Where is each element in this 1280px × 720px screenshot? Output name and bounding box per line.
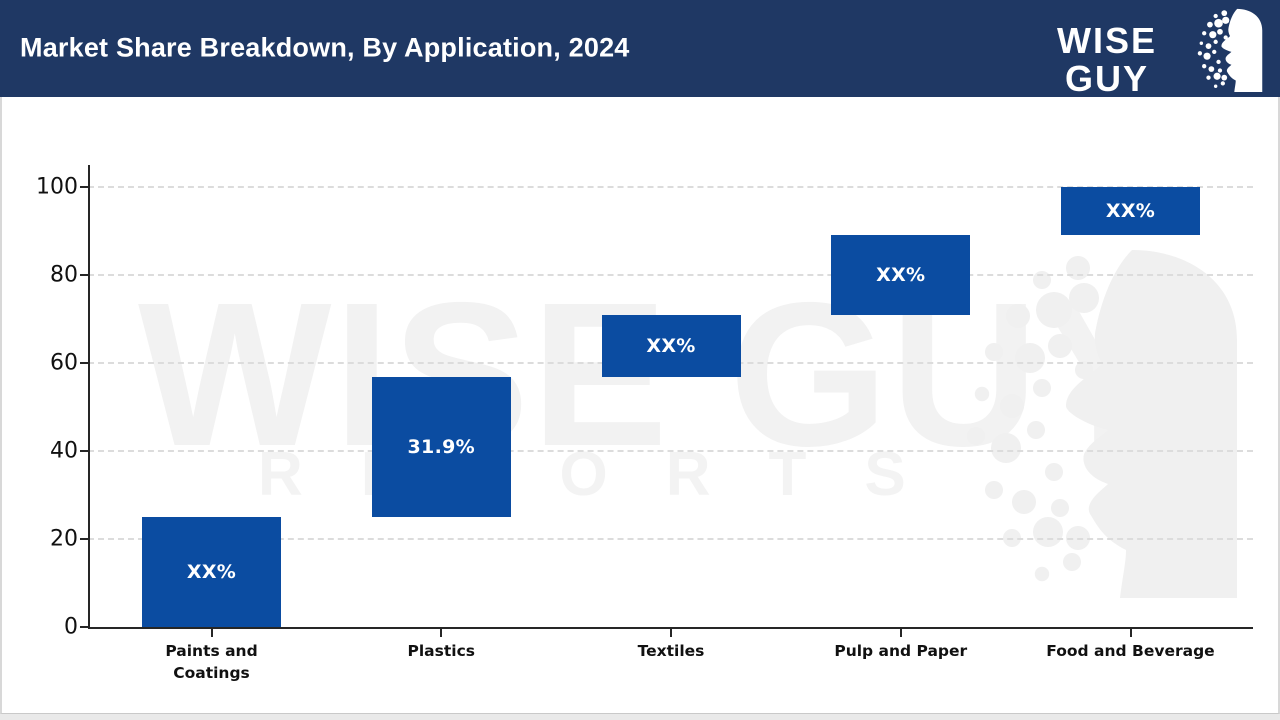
bar-food-and-beverage: XX% — [1061, 187, 1200, 236]
y-tick-mark — [80, 186, 88, 188]
y-gridline — [88, 186, 1253, 188]
bar-value-label: XX% — [1105, 200, 1156, 223]
x-axis — [88, 627, 1253, 629]
category-label: Plastics — [407, 642, 476, 660]
bar-value-label: XX% — [876, 263, 926, 286]
y-tick-mark — [80, 362, 88, 364]
watermark-face-icon — [967, 250, 1237, 598]
y-tick-label: 80 — [50, 262, 78, 288]
watermark-text-secondary: REPORTS — [258, 440, 964, 509]
dotted-face-profile-icon — [1197, 8, 1263, 92]
bar-value-label: XX% — [186, 561, 237, 583]
y-tick-label: 20 — [50, 526, 78, 552]
bottom-margin-band — [0, 714, 1280, 720]
y-tick-mark — [80, 538, 88, 540]
page-title: Market Share Breakdown, By Application, … — [20, 32, 630, 63]
brand-name: WISE GUY — [1056, 20, 1157, 99]
y-tick-label: 0 — [64, 614, 78, 640]
y-tick-mark — [80, 626, 88, 628]
x-tick-mark — [440, 629, 443, 637]
y-axis — [88, 165, 90, 629]
y-tick-label: 100 — [36, 174, 78, 200]
x-tick-mark — [899, 629, 902, 637]
category-label: Paints and Coatings — [165, 642, 258, 682]
category-label: Food and Beverage — [1046, 642, 1215, 660]
y-gridline — [88, 274, 1253, 276]
x-tick-mark — [1129, 629, 1132, 637]
y-tick-label: 60 — [50, 350, 78, 376]
bar-pulp-and-paper: XX% — [831, 235, 971, 315]
y-tick-label: 40 — [50, 438, 78, 464]
x-tick-mark — [670, 629, 672, 637]
y-gridline — [88, 450, 1253, 452]
bar-value-label: XX% — [646, 334, 696, 357]
y-gridline — [88, 538, 1253, 540]
bar-value-label: 31.9% — [407, 435, 475, 458]
y-tick-mark — [80, 274, 88, 276]
bar-textiles: XX% — [601, 314, 741, 377]
category-label: Pulp and Paper — [834, 642, 968, 660]
x-tick-mark — [210, 629, 213, 637]
bar-plastics: 31.9% — [371, 376, 511, 517]
bar-paints-and-coatings: XX% — [142, 517, 281, 627]
category-label: Textiles — [637, 642, 705, 660]
y-tick-mark — [80, 450, 88, 452]
